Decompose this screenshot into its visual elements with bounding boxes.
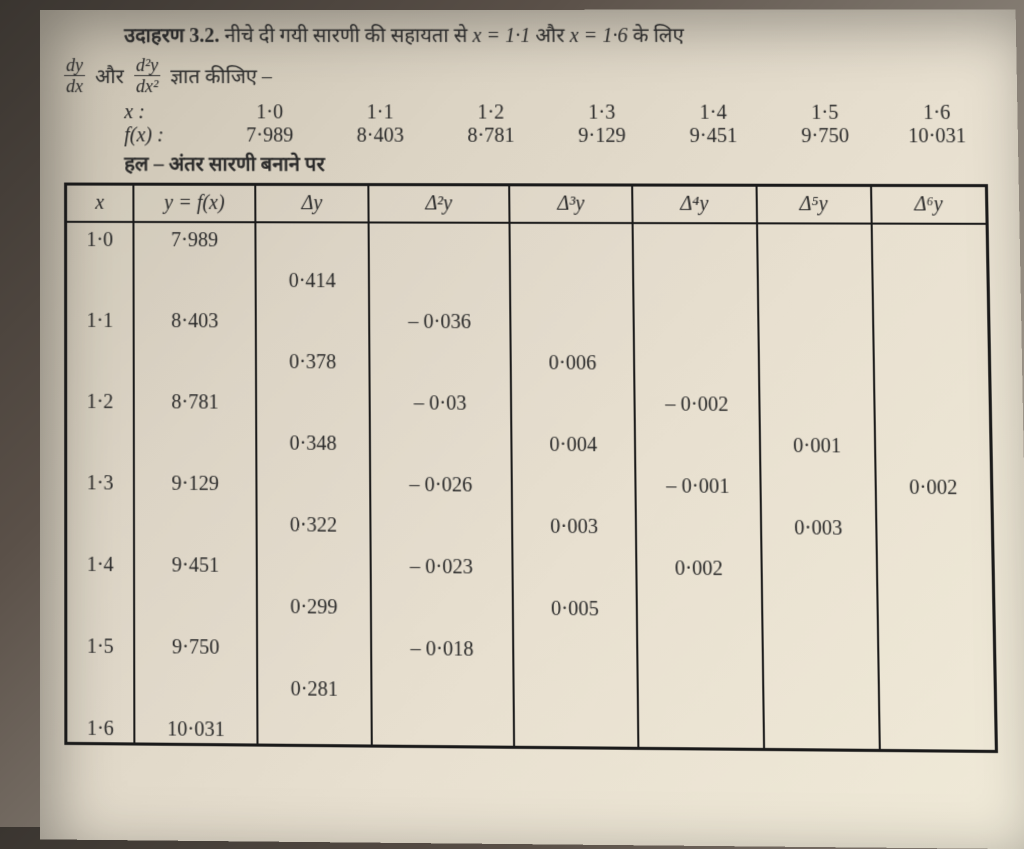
th-d3: Δ³y bbox=[509, 185, 633, 223]
fx-val: 9·750 bbox=[769, 125, 881, 148]
table-d4-val: – 0·002 bbox=[636, 393, 758, 417]
table-d5-val: 0·003 bbox=[761, 517, 875, 541]
x-val: 1·2 bbox=[435, 101, 546, 124]
fx-val: 9·129 bbox=[546, 125, 657, 148]
fx-row: f(x) : 7·989 8·403 8·781 9·129 9·451 9·7… bbox=[124, 124, 993, 148]
table-x-val: 1·5 bbox=[67, 635, 133, 659]
x-val: 1·4 bbox=[657, 102, 769, 125]
table-y-val: 9·451 bbox=[135, 554, 256, 578]
table-d1-val: 0·378 bbox=[257, 351, 368, 375]
table-y-val: 9·750 bbox=[135, 636, 256, 660]
fx-val: 9·451 bbox=[658, 125, 770, 148]
table-d2-val: – 0·018 bbox=[372, 637, 512, 662]
table-d4-val: – 0·001 bbox=[637, 475, 760, 499]
difference-table: x y = f(x) Δy Δ²y Δ³y Δ⁴y Δ⁵y Δ⁶y 1·0 1·1… bbox=[64, 183, 998, 754]
table-d1-val: 0·348 bbox=[258, 432, 369, 456]
table-d6-val: 0·002 bbox=[876, 476, 990, 500]
x-row: x : 1·0 1·1 1·2 1·3 1·4 1·5 1·6 bbox=[124, 101, 993, 125]
fx-val: 7·989 bbox=[215, 124, 325, 147]
table-d3-val: 0·006 bbox=[512, 352, 634, 376]
deriv-tail: ज्ञात कीजिए – bbox=[170, 62, 272, 89]
intro-text-2: के लिए bbox=[633, 25, 684, 47]
th-d6: Δ⁶y bbox=[871, 185, 987, 223]
table-x-val: 1·6 bbox=[67, 717, 133, 741]
deriv-and: और bbox=[95, 62, 124, 89]
table-x-val: 1·3 bbox=[67, 472, 133, 496]
intro-text-1: नीचे दी गयी सारणी की सहायता से bbox=[224, 25, 467, 47]
fx-val: 8·403 bbox=[325, 124, 436, 147]
frac-dy-dx: dy dx bbox=[64, 56, 85, 95]
fx-label: f(x) : bbox=[124, 124, 214, 147]
table-d3-val: 0·005 bbox=[514, 597, 636, 622]
x-val: 1·1 bbox=[325, 101, 436, 124]
table-y-val: 10·031 bbox=[135, 718, 256, 743]
x-val: 1·3 bbox=[546, 101, 657, 124]
intro-eq2: x = 1·6 bbox=[569, 25, 627, 47]
th-d1: Δy bbox=[255, 184, 368, 222]
table-d2-val: – 0·036 bbox=[370, 311, 510, 335]
frac-d2y-dx2: d²y dx² bbox=[134, 56, 161, 95]
table-d3-val: 0·004 bbox=[512, 433, 634, 457]
fx-val: 10·031 bbox=[881, 125, 994, 148]
table-d4-val: 0·002 bbox=[638, 557, 761, 581]
th-d4: Δ⁴y bbox=[632, 185, 756, 223]
table-x-val: 1·0 bbox=[67, 229, 132, 252]
th-d2: Δ²y bbox=[368, 185, 509, 223]
table-d5-val: 0·001 bbox=[760, 435, 874, 459]
table-y-val: 9·129 bbox=[135, 472, 256, 496]
table-d1-val: 0·299 bbox=[258, 596, 370, 620]
table-y-val: 7·989 bbox=[134, 229, 254, 253]
table-d1-val: 0·414 bbox=[257, 270, 368, 294]
table-y-val: 8·403 bbox=[135, 310, 255, 334]
th-x: x bbox=[66, 184, 134, 222]
example-heading: उदाहरण 3.2. नीचे दी गयी सारणी की सहायता … bbox=[124, 20, 992, 52]
table-y-val: 8·781 bbox=[135, 391, 256, 415]
table-d1-val: 0·322 bbox=[258, 514, 369, 538]
table-x-val: 1·2 bbox=[67, 391, 133, 415]
th-y: y = f(x) bbox=[133, 184, 255, 222]
table-d3-val: 0·003 bbox=[513, 515, 635, 539]
intro-eq1: x = 1·1 bbox=[472, 25, 530, 47]
example-label: उदाहरण 3.2. bbox=[124, 25, 219, 47]
fx-val: 8·781 bbox=[436, 125, 547, 148]
table-d2-val: – 0·026 bbox=[371, 474, 511, 498]
solution-line: हल – अंतर सारणी बनाने पर bbox=[124, 149, 994, 178]
table-d2-val: – 0·023 bbox=[371, 555, 511, 579]
table-x-val: 1·4 bbox=[67, 553, 133, 577]
table-d2-val: – 0·03 bbox=[370, 392, 510, 416]
derivative-line: dy dx और d²y dx² ज्ञात कीजिए – bbox=[64, 56, 993, 96]
x-label: x : bbox=[124, 101, 214, 124]
x-val: 1·0 bbox=[215, 101, 325, 124]
th-d5: Δ⁵y bbox=[756, 185, 871, 223]
x-val: 1·5 bbox=[769, 102, 881, 125]
table-d1-val: 0·281 bbox=[258, 678, 370, 703]
table-x-val: 1·1 bbox=[67, 310, 132, 334]
x-val: 1·6 bbox=[881, 102, 993, 125]
intro-and: और bbox=[535, 25, 564, 47]
